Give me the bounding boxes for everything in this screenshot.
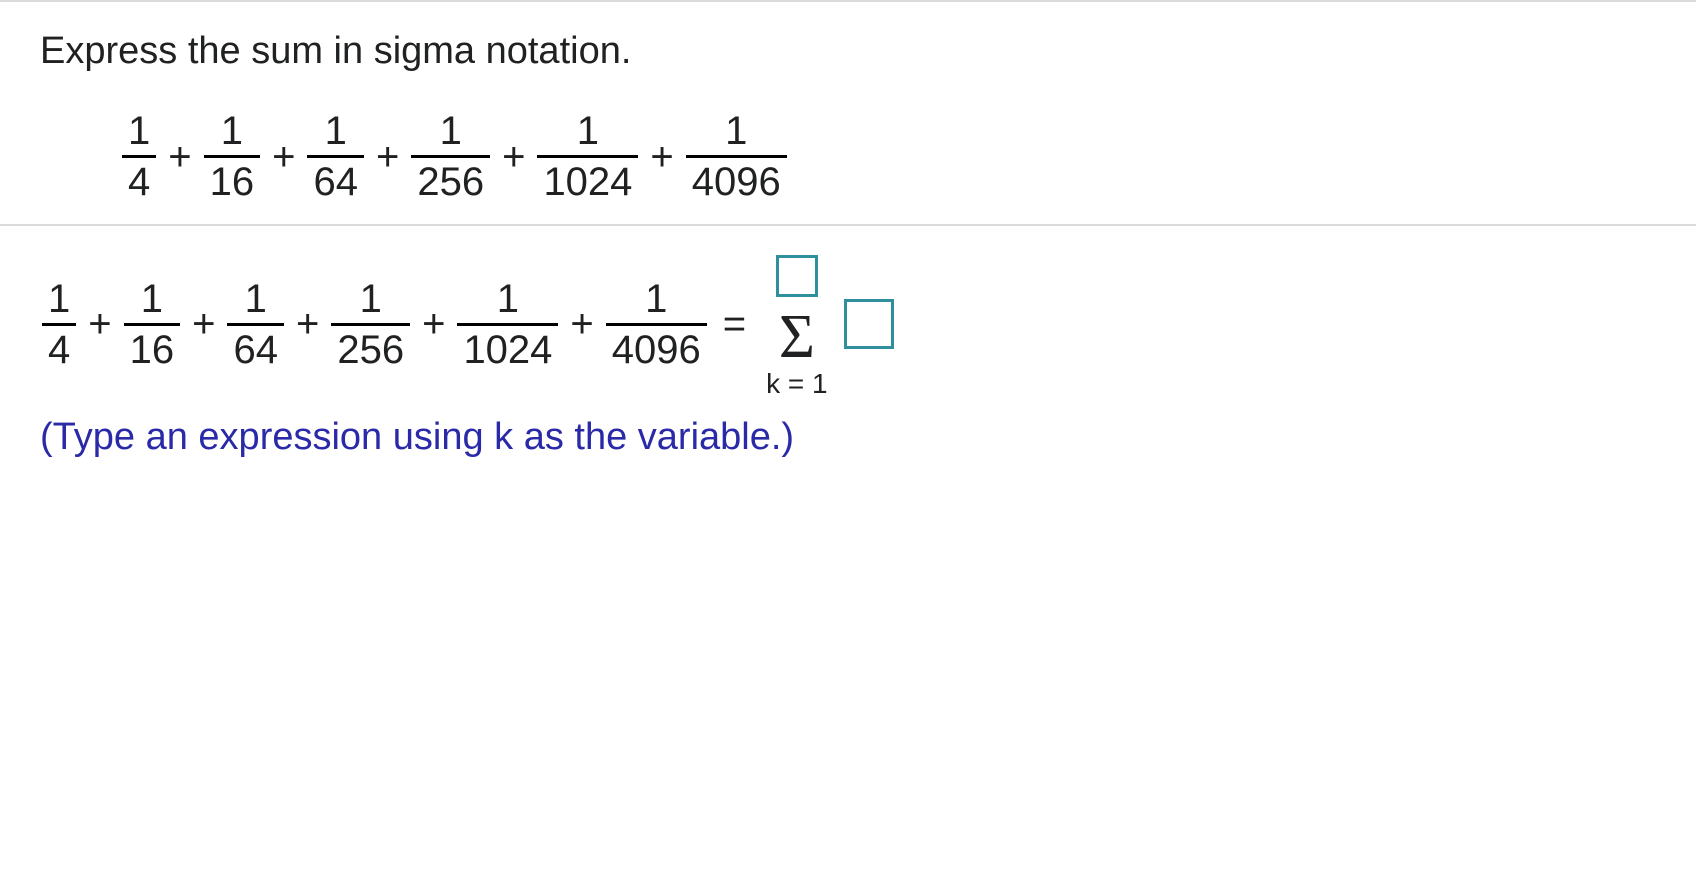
fraction: 1 1024: [457, 277, 558, 372]
plus-operator: +: [286, 304, 329, 344]
plus-operator: +: [640, 137, 683, 177]
plus-operator: +: [560, 304, 603, 344]
equals-sign: =: [709, 304, 760, 344]
page-container: Express the sum in sigma notation. 1 4 +…: [0, 0, 1696, 883]
plus-operator: +: [158, 137, 201, 177]
plus-operator: +: [262, 137, 305, 177]
plus-operator: +: [412, 304, 455, 344]
fraction: 1 256: [411, 109, 490, 204]
plus-operator: +: [492, 137, 535, 177]
plus-operator: +: [366, 137, 409, 177]
fraction: 1 64: [227, 277, 284, 372]
fraction: 1 4096: [606, 277, 707, 372]
answer-section: 1 4 + 1 16 + 1 64 + 1 256 +: [0, 226, 1696, 459]
question-expression: 1 4 + 1 16 + 1 64 + 1 256 +: [40, 109, 1656, 204]
fraction: 1 4096: [686, 109, 787, 204]
answer-hint: (Type an expression using k as the varia…: [40, 416, 1656, 459]
fraction: 1 256: [331, 277, 410, 372]
fraction: 1 4: [42, 277, 76, 372]
summand-input[interactable]: [844, 299, 894, 349]
fraction: 1 64: [307, 109, 364, 204]
fraction: 1 16: [204, 109, 261, 204]
sigma-notation: Σ k = 1: [760, 250, 893, 398]
sigma-lower-limit: k = 1: [766, 370, 827, 398]
plus-operator: +: [78, 304, 121, 344]
fraction: 1 4: [122, 109, 156, 204]
answer-expression: 1 4 + 1 16 + 1 64 + 1 256 +: [40, 250, 1656, 398]
sigma-symbol: Σ: [779, 306, 815, 368]
fraction: 1 16: [124, 277, 181, 372]
sigma-block: Σ k = 1: [766, 250, 827, 398]
question-section: Express the sum in sigma notation. 1 4 +…: [0, 2, 1696, 224]
fraction: 1 1024: [537, 109, 638, 204]
plus-operator: +: [182, 304, 225, 344]
upper-limit-input[interactable]: [776, 255, 818, 297]
question-prompt: Express the sum in sigma notation.: [40, 30, 1656, 73]
sigma-upper-limit: [776, 250, 818, 302]
